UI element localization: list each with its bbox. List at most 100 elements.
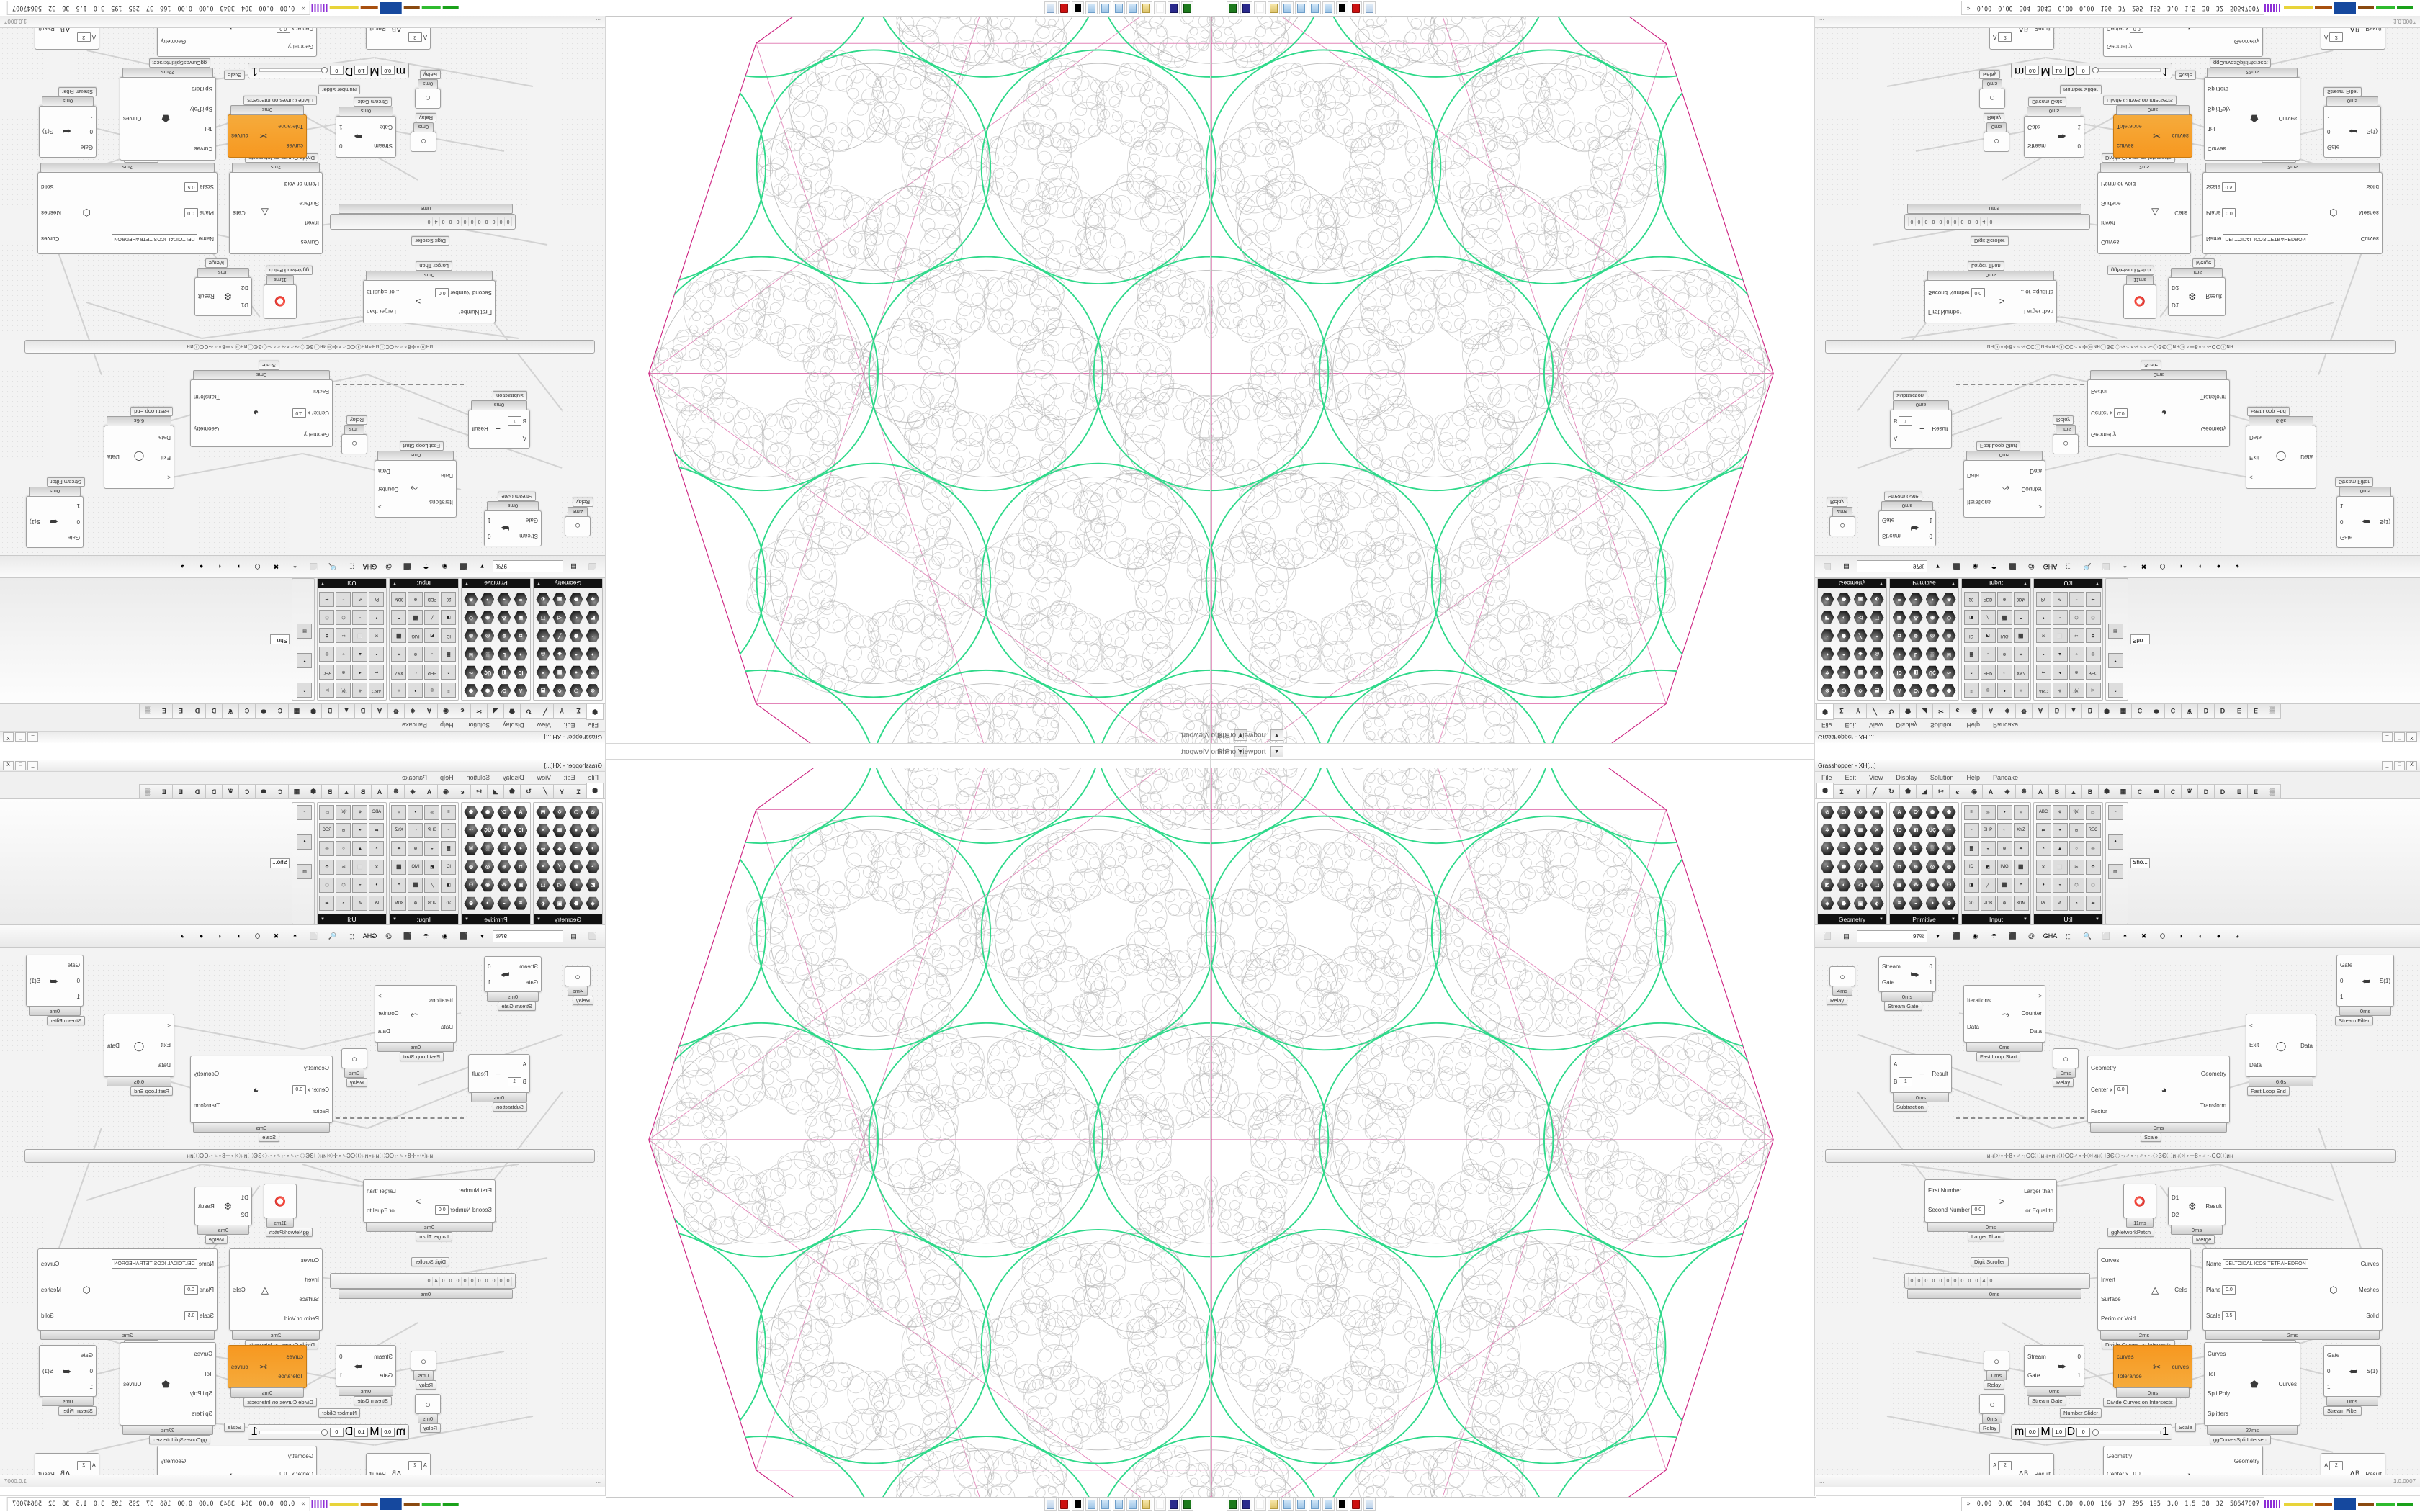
component-button[interactable]: ⬛ [2013, 628, 2029, 644]
component-button[interactable]: ✲ [585, 822, 601, 838]
component-button[interactable]: ◑ [480, 591, 496, 607]
digit-cell[interactable]: 0 [505, 217, 512, 227]
node-stream-gate-top[interactable]: Stream Gate ⮩ 0 1 [484, 510, 542, 546]
component-button[interactable]: 20 [441, 591, 457, 607]
component-button[interactable]: ╱ [1852, 628, 1868, 644]
node-relay-l2[interactable]: ○ [1979, 1394, 2005, 1414]
slider-knob[interactable] [2092, 68, 2099, 74]
digit-cell[interactable]: 0 [1908, 217, 1915, 227]
slider-track[interactable] [259, 69, 328, 73]
component-button[interactable]: ● [1836, 665, 1852, 680]
tab-surface[interactable]: ⬟ [1899, 784, 1917, 798]
component-button[interactable]: M [463, 841, 479, 857]
tab-weaver[interactable]: ⬢ [305, 784, 322, 798]
component-button[interactable]: XYZ [2013, 822, 2029, 838]
tab-e[interactable]: E [2231, 784, 2248, 798]
component-button[interactable]: ◓ [568, 646, 584, 662]
group-label-primitive[interactable]: Primitive ▼ [1890, 914, 1958, 924]
component-button[interactable]: ◑ [480, 896, 496, 912]
node-fast-loop-start[interactable]: Iterations Data ⤳ > Counter Data [1963, 985, 2045, 1043]
component-button[interactable]: ABC [2035, 804, 2051, 820]
port-value-field[interactable]: 1 [1899, 417, 1912, 426]
digit-cell[interactable]: 0 [462, 217, 469, 227]
close-button[interactable]: X [2406, 733, 2417, 742]
component-button[interactable]: ○ [336, 841, 351, 857]
node-label-stream-filter-2[interactable]: Stream Filter [58, 1406, 97, 1416]
menu-item-display[interactable]: Display [1896, 722, 1917, 729]
node-label-larger-than[interactable]: Larger Than [416, 1232, 452, 1241]
tab-d[interactable]: D [2197, 784, 2215, 798]
digit-cell[interactable]: 0 [476, 217, 483, 227]
tab-display[interactable]: ◉ [437, 784, 454, 798]
component-button[interactable]: C∕ [496, 804, 512, 820]
chevron-down-icon[interactable]: ▼ [537, 582, 541, 586]
component-button[interactable]: ▦ [1852, 822, 1868, 838]
toolbar-icon-15[interactable]: ◕ [174, 928, 191, 945]
node-relay-mid[interactable]: ○ [341, 1048, 367, 1068]
toolbar-icon-7[interactable]: 🔍 [2079, 559, 2096, 575]
tab-orange[interactable]: ⬬ [2148, 784, 2165, 798]
tab-a[interactable]: A [421, 784, 438, 798]
component-button[interactable]: ⊘ [1819, 683, 1835, 698]
component-button[interactable]: ⬌ [391, 646, 407, 662]
tab-curve[interactable]: ↻ [1883, 704, 1900, 719]
component-button[interactable]: REC [319, 665, 335, 680]
toolbar-icon-15[interactable]: ◕ [174, 559, 191, 575]
group-label-primitive[interactable]: Primitive ▼ [462, 579, 530, 588]
menu-item-edit[interactable]: Edit [1845, 774, 1857, 781]
tab-orange[interactable]: ⬬ [255, 704, 272, 719]
chevron-down-icon[interactable]: ▼ [393, 582, 397, 586]
component-button[interactable]: ◒ [496, 896, 512, 912]
node-relay-top[interactable]: ○ [1829, 966, 1855, 986]
component-button[interactable]: ⬡ [2085, 877, 2101, 893]
floppy-navy-icon[interactable] [1168, 1498, 1180, 1511]
slider-dec-field[interactable]: 0 [2076, 1428, 2090, 1437]
component-button[interactable]: M [1941, 646, 1957, 662]
side-button[interactable]: ▤ [297, 864, 313, 880]
component-button[interactable]: ▷ [319, 804, 335, 820]
chevron-down-icon[interactable]: ▾ [1930, 928, 1946, 945]
component-button[interactable]: ⬛ [408, 877, 424, 893]
component-button[interactable]: ✕ [1869, 665, 1885, 680]
document-blue-icon[interactable] [1113, 1, 1125, 14]
component-button[interactable]: ● [1836, 822, 1852, 838]
component-button[interactable]: ⬟ [463, 804, 479, 820]
tab-c2[interactable]: C [2164, 784, 2182, 798]
component-button[interactable]: ◔ [441, 822, 457, 838]
tab-a[interactable]: A [1982, 784, 1999, 798]
node-stream-filter-top[interactable]: Gate 0 1 ⮨ S(1) [2336, 496, 2394, 548]
cluster-bar[interactable]: инⓞ∘✛8∘♂⤳ССⒾин∘инⒾСС♂∘✛ⓞин◯ЗЄ◇⤳♂∘⤳♂∘⤳◇ЗЄ… [24, 340, 595, 354]
toolbar-icon-0[interactable]: ⬛ [455, 559, 472, 575]
component-button[interactable]: ⥁ [1852, 683, 1868, 698]
calculator-icon[interactable] [1044, 1, 1057, 14]
component-button[interactable]: ▣ [1891, 877, 1907, 893]
component-button[interactable]: ▲ [352, 841, 368, 857]
floppy-navy-icon[interactable] [1240, 1, 1252, 14]
component-button[interactable]: ⚘ [2052, 804, 2068, 820]
component-button[interactable]: ◐ [408, 822, 424, 838]
component-button[interactable]: ⊕ [1996, 591, 2012, 607]
component-button[interactable]: ◔ [1819, 859, 1835, 875]
tab-c[interactable]: C [2131, 704, 2148, 719]
component-button[interactable]: Pr [2035, 896, 2051, 912]
menu-item-help[interactable]: Help [1966, 774, 1980, 781]
new-document-icon[interactable]: ⬜ [1819, 928, 1836, 945]
component-button[interactable]: ✿ [319, 628, 335, 644]
component-button[interactable]: ⬒ [1869, 683, 1885, 698]
component-button[interactable]: ⬅ [369, 665, 385, 680]
component-button[interactable]: ⬜ [352, 859, 368, 875]
node-label-number-slider[interactable]: Number Slider [2060, 85, 2102, 94]
port-value-field[interactable]: 0.0 [2130, 1470, 2143, 1475]
node-fast-loop-end[interactable]: < Exit Data ◯ Data [104, 1014, 174, 1077]
node-label-scale-geom[interactable]: Scale [2141, 1133, 2161, 1142]
node-gg-network-patch[interactable]: ⭕ [2123, 1184, 2156, 1218]
menu-item-edit[interactable]: Edit [564, 722, 575, 729]
port-value-field[interactable]: 2 [408, 1461, 422, 1470]
toolbar-icon-8[interactable]: ⬜ [305, 559, 322, 575]
red-seal-icon[interactable] [1058, 1, 1070, 14]
tab-leaf[interactable]: ❦ [222, 704, 239, 719]
component-button[interactable]: ◎ [1924, 628, 1940, 644]
grasshopper-window-bottom-left[interactable]: Grasshopper - XH[...] _ □ X File Edit View Disp… [0, 760, 605, 1487]
